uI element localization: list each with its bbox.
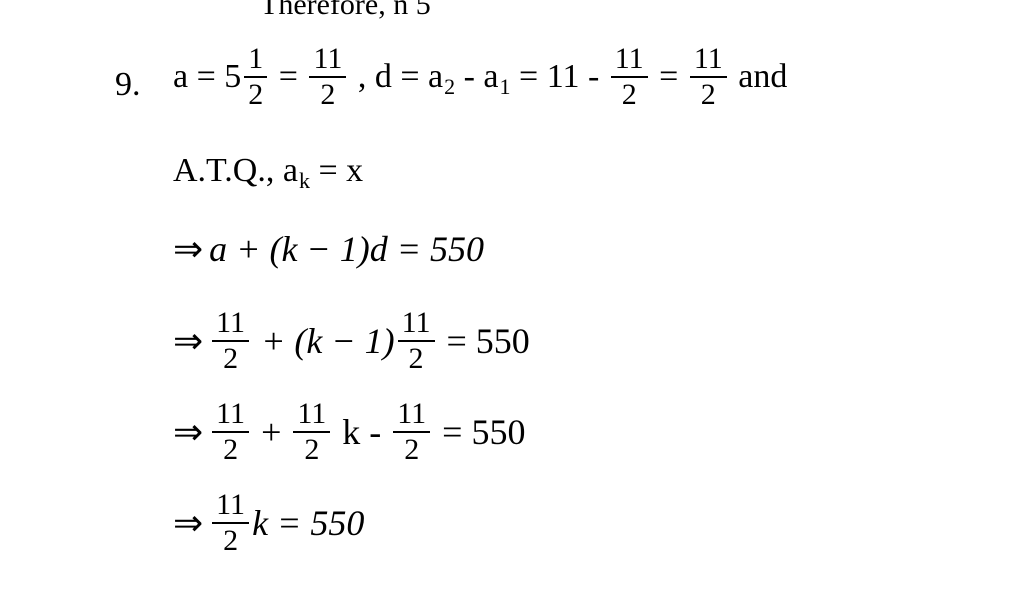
equation-line-4: ⇒ 11 2 + (k − 1) 11 2 = 550 xyxy=(173,308,530,374)
denominator: 2 xyxy=(219,342,242,374)
numerator: 1 xyxy=(244,44,267,78)
fraction: 11 2 xyxy=(309,44,346,110)
problem-number: 9. xyxy=(115,66,141,104)
text: A.T.Q., a xyxy=(173,152,298,190)
text: = 550 xyxy=(438,320,530,362)
denominator: 2 xyxy=(697,78,720,110)
equation-line-1: a = 5 1 2 = 11 2 , d = a 2 - a 1 = 11 - … xyxy=(173,44,787,110)
fraction: 11 2 xyxy=(293,399,330,465)
numerator: 11 xyxy=(611,44,648,78)
subscript: 1 xyxy=(500,74,511,100)
fraction: 11 2 xyxy=(212,308,249,374)
denominator: 2 xyxy=(405,342,428,374)
text: k - xyxy=(333,411,390,453)
text: + xyxy=(252,411,290,453)
implies-icon: ⇒ xyxy=(173,228,203,270)
numerator: 11 xyxy=(293,399,330,433)
partial-top-text: Therefore, n 5 xyxy=(260,0,431,22)
implies-icon: ⇒ xyxy=(173,411,203,453)
fraction: 11 2 xyxy=(212,399,249,465)
fraction: 11 2 xyxy=(212,490,249,556)
page: Therefore, n 5 9. a = 5 1 2 = 11 2 , d =… xyxy=(0,0,1024,610)
fraction: 1 2 xyxy=(244,44,267,110)
text: - a xyxy=(455,58,498,96)
text: k = 550 xyxy=(252,502,364,544)
subscript: k xyxy=(299,168,310,194)
denominator: 2 xyxy=(219,524,242,556)
equation-line-5: ⇒ 11 2 + 11 2 k - 11 2 = 550 xyxy=(173,399,525,465)
text: and xyxy=(730,58,788,96)
fraction: 11 2 xyxy=(690,44,727,110)
denominator: 2 xyxy=(244,78,267,110)
numerator: 11 xyxy=(393,399,430,433)
equation-line-2: A.T.Q., a k = x xyxy=(173,152,363,190)
numerator: 11 xyxy=(690,44,727,78)
fraction: 11 2 xyxy=(393,399,430,465)
denominator: 2 xyxy=(316,78,339,110)
implies-icon: ⇒ xyxy=(173,320,203,362)
denominator: 2 xyxy=(300,433,323,465)
equation-line-3: ⇒ a + (k − 1)d = 550 xyxy=(173,228,484,270)
denominator: 2 xyxy=(618,78,641,110)
subscript: 2 xyxy=(444,74,455,100)
text: = 11 - xyxy=(511,58,608,96)
fraction: 11 2 xyxy=(611,44,648,110)
text: a = 5 xyxy=(173,58,241,96)
text: + (k − 1) xyxy=(252,320,395,362)
equals: = xyxy=(651,58,687,96)
text: = x xyxy=(310,152,363,190)
denominator: 2 xyxy=(400,433,423,465)
implies-icon: ⇒ xyxy=(173,502,203,544)
text: = 550 xyxy=(433,411,525,453)
equals: = xyxy=(270,58,306,96)
numerator: 11 xyxy=(212,490,249,524)
numerator: 11 xyxy=(309,44,346,78)
denominator: 2 xyxy=(219,433,242,465)
fraction: 11 2 xyxy=(398,308,435,374)
expression: a + (k − 1)d = 550 xyxy=(209,228,484,270)
numerator: 11 xyxy=(212,308,249,342)
numerator: 11 xyxy=(212,399,249,433)
numerator: 11 xyxy=(398,308,435,342)
equation-line-6: ⇒ 11 2 k = 550 xyxy=(173,490,364,556)
text: , d = a xyxy=(349,58,443,96)
